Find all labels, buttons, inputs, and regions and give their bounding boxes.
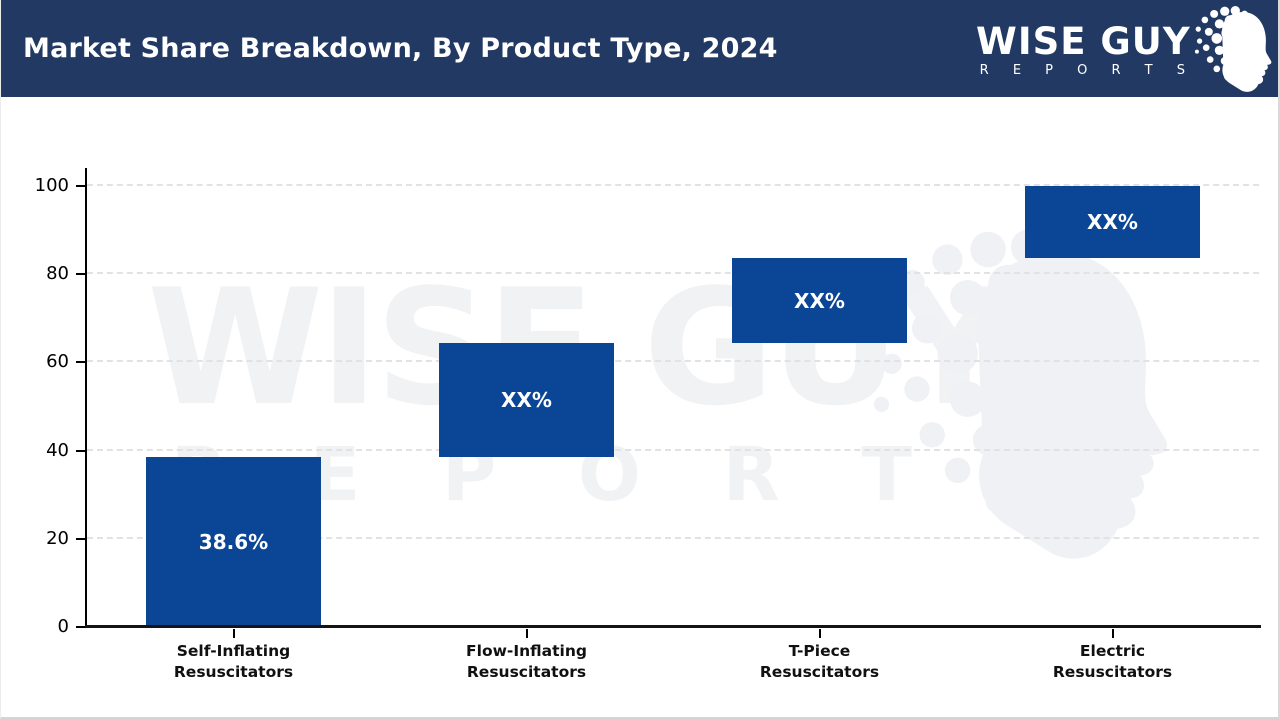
bar-value-label: XX%	[1087, 210, 1138, 235]
bar: 38.6%	[145, 456, 322, 627]
bar-value-label: 38.6%	[198, 529, 269, 554]
x-tick-mark	[525, 629, 528, 638]
plot-area: 0 20 40 60 80 100 38.6% XX% XX% XX%	[35, 177, 1259, 638]
grid-line	[87, 536, 1259, 539]
y-tick-mark	[76, 449, 85, 452]
category-label: T-Piece Resuscitators	[759, 642, 880, 681]
grid-line	[87, 360, 1259, 363]
y-tick-label: 100	[34, 175, 69, 196]
brand-logo-name: WISE GUY	[976, 19, 1191, 63]
y-tick-mark	[76, 361, 85, 364]
y-axis-line	[85, 168, 87, 627]
brand-logo-text: WISE GUY R E P O R T S	[972, 23, 1195, 77]
header-bar: Market Share Breakdown, By Product Type,…	[1, 0, 1278, 97]
bar: XX%	[438, 343, 615, 457]
grid-line	[87, 184, 1259, 186]
grid-line	[87, 448, 1259, 451]
y-tick-mark	[76, 537, 85, 540]
x-axis-category-labels: Self-Inflating Resuscitators Flow-Inflatin…	[87, 641, 1259, 683]
category-label: Self-Inflating Resuscitators	[173, 642, 294, 681]
bar: XX%	[731, 258, 908, 344]
x-tick-mark	[818, 629, 821, 638]
y-tick-label: 0	[57, 616, 69, 637]
x-axis-line	[85, 625, 1261, 628]
y-tick-mark	[76, 626, 85, 628]
y-tick-label: 40	[46, 439, 69, 461]
y-tick-mark	[76, 185, 85, 187]
bar: XX%	[1024, 186, 1201, 259]
page-title: Market Share Breakdown, By Product Type,…	[23, 33, 778, 64]
category-label: Flow-Inflating Resuscitators	[466, 642, 587, 681]
y-tick-mark	[76, 273, 85, 276]
y-tick-label: 20	[46, 527, 69, 549]
grid-line	[87, 272, 1259, 275]
bar-value-label: XX%	[794, 288, 845, 313]
brand-head-icon	[1194, 5, 1272, 92]
y-tick-label: 60	[46, 351, 69, 373]
bar-value-label: XX%	[501, 388, 552, 413]
x-tick-mark	[1111, 629, 1114, 638]
category-label: Electric Resuscitators	[1052, 642, 1173, 681]
brand-logo-subtitle: R E P O R T S	[979, 62, 1195, 78]
brand-logo: WISE GUY R E P O R T S	[972, 4, 1275, 96]
y-tick-label: 80	[46, 263, 69, 285]
x-tick-mark	[232, 629, 235, 638]
watermark-head-icon	[873, 229, 1168, 559]
